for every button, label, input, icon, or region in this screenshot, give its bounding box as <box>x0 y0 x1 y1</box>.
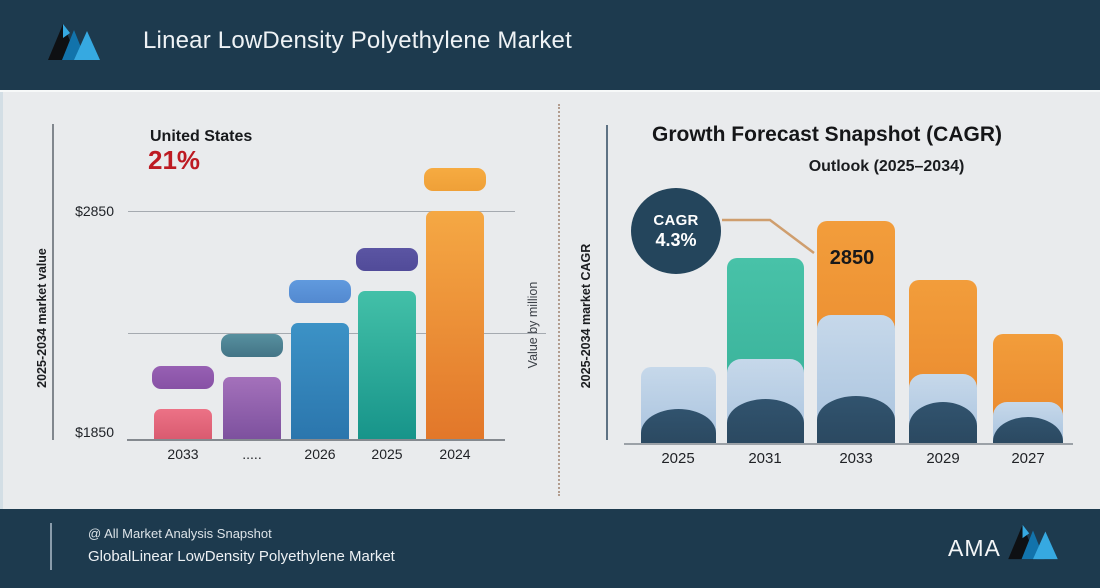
ama-logo-icon <box>48 24 100 60</box>
right-chart-y-axis <box>606 125 608 440</box>
x-axis-label-2033: 2033 <box>167 446 199 462</box>
gridline-2850 <box>128 211 515 212</box>
bar-cap-2026 <box>289 279 351 303</box>
left-chart-y-axis <box>52 124 54 440</box>
x-axis-label-2025: 2025 <box>371 446 403 462</box>
right-chart-y-axis-label: 2025-2034 market CAGR <box>579 243 593 389</box>
footer-snapshot-text: @ All Market Analysis Snapshot <box>88 526 272 541</box>
left-chart-y-axis-label: 2025-2034 market value <box>35 248 49 388</box>
bar-2033 <box>154 409 212 439</box>
cagr-badge: CAGR 4.3% <box>631 188 721 274</box>
right-chart-subtitle: Outlook (2025–2034) <box>808 158 965 175</box>
x-axis-label-2025: 2025 <box>661 450 695 467</box>
footer-market-text: GlobalLinear LowDensity Polyethylene Mar… <box>88 548 395 565</box>
bar-cap-..... <box>221 334 283 358</box>
bar-2025-segment-navy <box>640 409 716 443</box>
bar-cap-2025 <box>356 247 418 271</box>
left-chart-title: United States <box>150 128 253 145</box>
footer-bar: @ All Market Analysis Snapshot GlobalLin… <box>0 509 1100 588</box>
x-axis-label-2027: 2027 <box>1011 450 1045 467</box>
left-chart-right-axis-label: Value by million <box>526 281 540 369</box>
right-chart-title: Growth Forecast Snapshot (CAGR) <box>651 123 1003 146</box>
page-title: Linear LowDensity Polyethylene Market <box>143 27 572 54</box>
bar-2024 <box>426 211 484 439</box>
panel-divider <box>558 104 560 496</box>
x-axis-label-2033: 2033 <box>839 450 873 467</box>
bar-2025 <box>358 290 416 439</box>
bar-cap-2024 <box>424 168 486 191</box>
y-tick-2850: $2850 <box>75 203 114 219</box>
left-chart-x-axis <box>127 439 505 441</box>
panel-left-edge <box>0 92 3 511</box>
left-chart-highlight-value: 21% <box>148 145 201 175</box>
bar-value-annotation: 2850 <box>829 247 875 269</box>
ama-logo-icon <box>1008 524 1058 560</box>
x-axis-label-2024: 2024 <box>439 446 471 462</box>
x-axis-label-2029: 2029 <box>926 450 960 467</box>
bar-2033-segment-navy <box>817 396 895 443</box>
footer-brand-text: AMA <box>948 535 1001 561</box>
y-tick-1850: $1850 <box>75 424 114 440</box>
x-axis-label-2026: 2026 <box>304 446 336 462</box>
bar-2031-segment-navy <box>726 399 804 443</box>
x-axis-label-.....: ..... <box>242 446 262 462</box>
bar-2026 <box>291 322 349 439</box>
footer-divider-line <box>50 523 52 570</box>
bar-cap-2033 <box>152 366 214 390</box>
right-chart-x-axis <box>624 443 1073 445</box>
cagr-badge-label: CAGR <box>653 211 699 229</box>
cagr-badge-value: 4.3% <box>655 229 697 250</box>
bar-2029-segment-navy <box>909 402 977 443</box>
x-axis-label-2031: 2031 <box>748 450 782 467</box>
header-bar: Linear LowDensity Polyethylene Market <box>0 0 1100 90</box>
charts-panel: 2025-2034 market value United States 21%… <box>0 90 1100 511</box>
bar-..... <box>223 377 281 439</box>
